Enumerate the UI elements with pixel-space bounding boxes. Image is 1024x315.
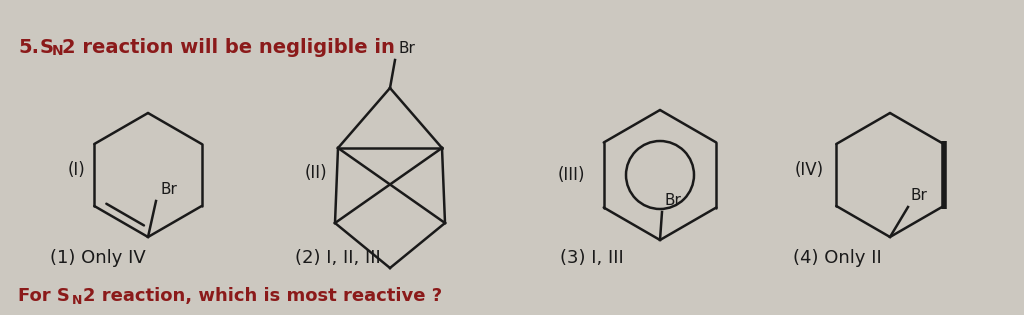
Text: N: N bbox=[52, 44, 63, 58]
Text: (II): (II) bbox=[305, 164, 328, 182]
Text: (III): (III) bbox=[558, 166, 586, 184]
Text: Br: Br bbox=[160, 182, 177, 197]
Text: N: N bbox=[72, 295, 82, 307]
Text: S: S bbox=[40, 38, 54, 57]
Text: 2 reaction, which is most reactive ?: 2 reaction, which is most reactive ? bbox=[83, 287, 442, 305]
Text: (4) Only II: (4) Only II bbox=[793, 249, 882, 267]
Text: Br: Br bbox=[665, 193, 682, 208]
Text: For S: For S bbox=[18, 287, 70, 305]
Text: (1) Only IV: (1) Only IV bbox=[50, 249, 145, 267]
Text: (IV): (IV) bbox=[795, 161, 824, 179]
Text: (3) I, III: (3) I, III bbox=[560, 249, 624, 267]
Text: 5.: 5. bbox=[18, 38, 39, 57]
Text: (2) I, II, III: (2) I, II, III bbox=[295, 249, 381, 267]
Text: Br: Br bbox=[398, 41, 415, 56]
Text: Br: Br bbox=[910, 188, 927, 203]
Text: (I): (I) bbox=[68, 161, 86, 179]
Text: 2 reaction will be negligible in: 2 reaction will be negligible in bbox=[62, 38, 395, 57]
